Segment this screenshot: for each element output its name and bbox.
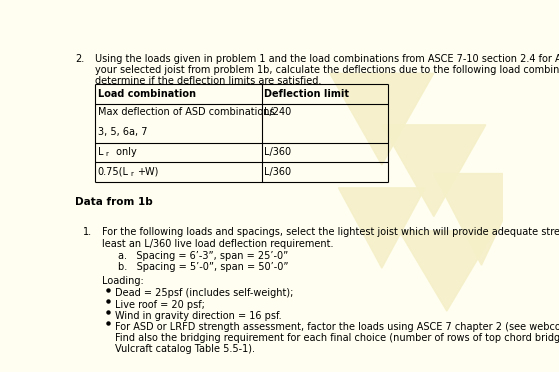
Text: For the following loads and spacings, select the lightest joist which will provi: For the following loads and spacings, se…: [102, 227, 559, 237]
Text: Using the loads given in problem 1 and the load combinations from ASCE 7-10 sect: Using the loads given in problem 1 and t…: [95, 54, 559, 64]
Text: Data from 1b: Data from 1b: [75, 197, 153, 207]
Text: L/360: L/360: [264, 147, 291, 157]
Text: a.   Spacing = 6’-3”, span = 25’-0”: a. Spacing = 6’-3”, span = 25’-0”: [117, 251, 288, 261]
Text: +W): +W): [138, 167, 159, 177]
Text: Live roof = 20 psf;: Live roof = 20 psf;: [115, 299, 205, 310]
Text: Loading:: Loading:: [102, 276, 144, 286]
Text: your selected joist from problem 1b, calculate the deflections due to the follow: your selected joist from problem 1b, cal…: [95, 65, 559, 75]
Polygon shape: [434, 173, 525, 265]
Polygon shape: [339, 188, 425, 268]
Text: r: r: [106, 151, 108, 157]
Text: Vulcraft catalog Table 5.5-1).: Vulcraft catalog Table 5.5-1).: [115, 344, 255, 354]
Text: Wind in gravity direction = 16 psf.: Wind in gravity direction = 16 psf.: [115, 311, 282, 321]
Text: only: only: [113, 147, 136, 157]
Text: For ASD or LRFD strength assessment, factor the loads using ASCE 7 chapter 2 (se: For ASD or LRFD strength assessment, fac…: [115, 322, 559, 332]
Text: 1.: 1.: [83, 227, 92, 237]
Text: r: r: [130, 170, 134, 177]
Polygon shape: [382, 125, 486, 217]
Text: L/360: L/360: [264, 167, 291, 177]
Text: Max deflection of ASD combinations: Max deflection of ASD combinations: [98, 108, 274, 118]
Polygon shape: [330, 73, 434, 165]
Polygon shape: [399, 231, 494, 311]
Text: determine if the deflection limits are satisfied.: determine if the deflection limits are s…: [95, 76, 321, 86]
Text: Find also the bridging requirement for each final choice (number of rows of top : Find also the bridging requirement for e…: [115, 333, 559, 343]
Text: 0.75(L: 0.75(L: [98, 167, 129, 177]
Text: L: L: [98, 147, 103, 157]
Text: least an L/360 live load deflection requirement.: least an L/360 live load deflection requ…: [102, 239, 334, 249]
Text: b.   Spacing = 5’-0”, span = 50’-0”: b. Spacing = 5’-0”, span = 50’-0”: [117, 262, 288, 272]
Text: Load combination: Load combination: [98, 89, 196, 99]
Text: 3, 5, 6a, 7: 3, 5, 6a, 7: [98, 127, 147, 137]
Text: L/240: L/240: [264, 108, 292, 118]
Text: Deflection limit: Deflection limit: [264, 89, 349, 99]
Text: 2.: 2.: [75, 54, 84, 64]
Text: Dead = 25psf (includes self-weight);: Dead = 25psf (includes self-weight);: [115, 288, 293, 298]
